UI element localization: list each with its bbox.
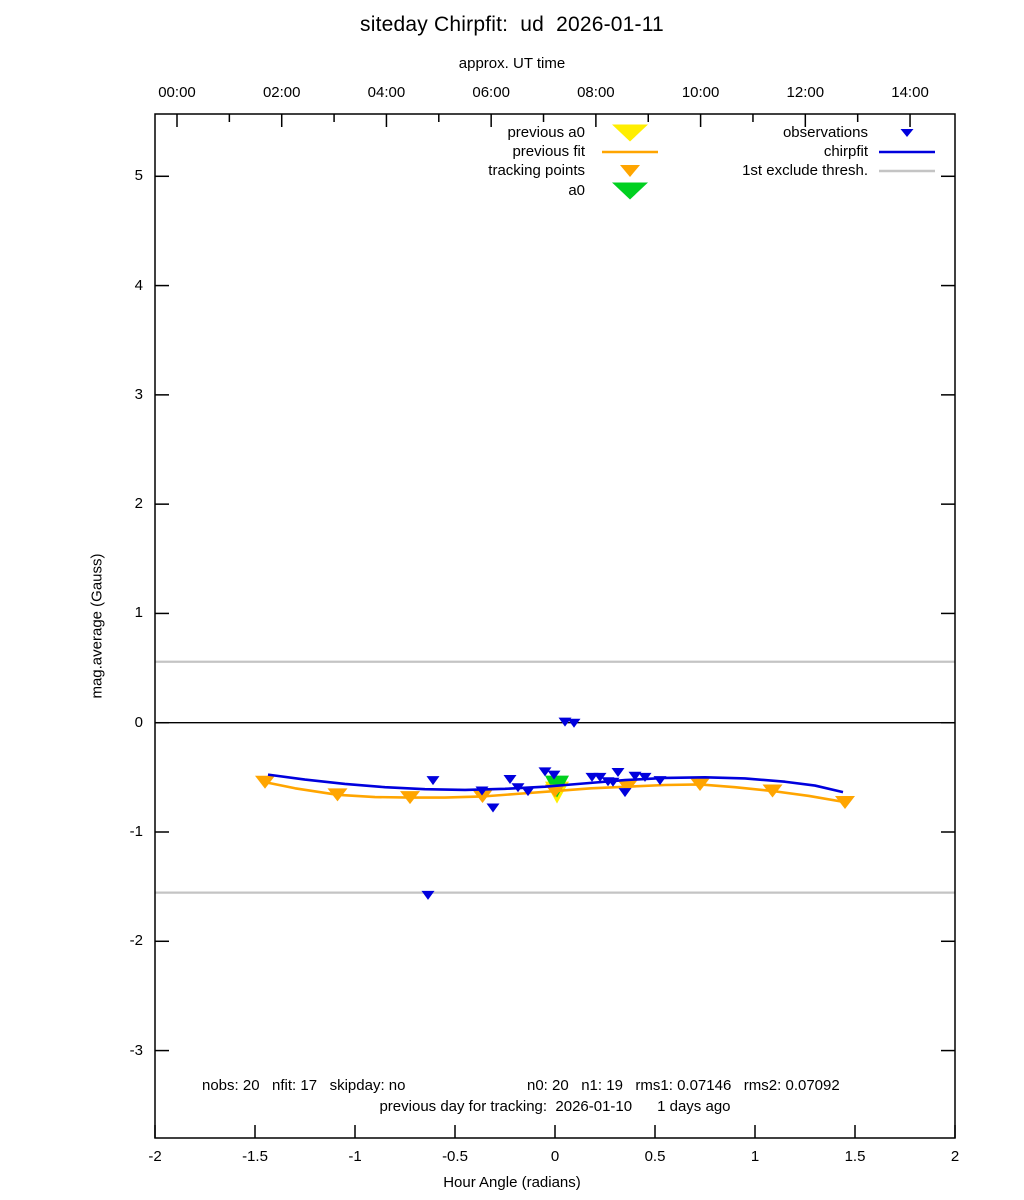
legend-label-observations: observations: [782, 124, 868, 141]
x-axis-title: Hour Angle (radians): [443, 1174, 581, 1191]
stats-line2: previous day for tracking: 2026-01-10 1 …: [379, 1098, 731, 1115]
ut-tick-label: 14:00: [891, 84, 929, 101]
legend-label-chirpfit: chirpfit: [823, 143, 868, 160]
tracking-point: [617, 780, 638, 794]
legend-label-exclude-threshold: 1st exclude thresh.: [742, 162, 868, 179]
observation-point: [421, 890, 435, 900]
legend-label-previous-a0: previous a0: [507, 124, 585, 141]
ut-tick-label: 08:00: [577, 84, 615, 101]
observation-point: [521, 787, 535, 797]
tracking-point: [327, 788, 348, 802]
legend-marker-observations: [900, 129, 914, 137]
tracking-point: [835, 795, 855, 809]
tracking-point: [472, 789, 493, 803]
legend-label-tracking-points: tracking points: [488, 162, 585, 179]
observation-point: [558, 717, 572, 727]
observations-series: [421, 717, 667, 900]
ut-tick-label: 10:00: [681, 84, 720, 101]
observation-point: [628, 771, 642, 781]
y-tick-label: -2: [129, 932, 143, 950]
y-tick-label: 0: [134, 713, 143, 731]
y-tick-label: 5: [134, 167, 143, 185]
chirpfit-line: [267, 773, 844, 794]
legend-marker-a0: [612, 182, 648, 200]
x-tick-label: 2: [950, 1148, 960, 1165]
y-tick-label: 2: [134, 495, 143, 513]
legend-marker-previous-a0: [612, 124, 648, 142]
observation-point: [611, 767, 625, 777]
legend-label-previous-fit: previous fit: [512, 143, 585, 160]
observation-point: [618, 788, 632, 798]
x-tick-label: -2: [148, 1148, 162, 1165]
legend-triangle-sample: [612, 182, 648, 200]
legend-marker-exclude-threshold: [879, 169, 935, 173]
tracking-points-series: [255, 775, 855, 809]
legend-marker-tracking-points: [620, 165, 640, 177]
y-tick-label: -1: [129, 823, 143, 840]
stats-line1-right: n0: 20 n1: 19 rms1: 0.07146 rms2: 0.0709…: [527, 1077, 840, 1094]
x-tick-label: -1.5: [242, 1148, 268, 1165]
y-tick-label: 1: [134, 604, 143, 622]
x-tick-label: 1: [750, 1148, 760, 1165]
tracking-point: [762, 784, 783, 798]
legend-label-a0: a0: [568, 182, 585, 199]
stats-line1-left: nobs: 20 nfit: 17 skipday: no: [202, 1077, 406, 1094]
x-tick-label: -0.5: [442, 1148, 468, 1165]
observation-point: [593, 772, 607, 782]
x-tick-label: -1: [348, 1148, 362, 1165]
observation-point: [538, 767, 552, 777]
tracking-point: [400, 791, 420, 805]
x-tick-label: 0.5: [644, 1148, 666, 1165]
observation-point: [547, 770, 561, 780]
ut-tick-label: 06:00: [472, 84, 510, 101]
observation-point: [475, 786, 489, 796]
observation-point: [606, 777, 620, 787]
ut-tick-label: 04:00: [367, 84, 406, 101]
observation-point: [653, 776, 667, 786]
y-tick-label: 3: [134, 385, 143, 403]
observation-point: [638, 772, 652, 782]
y-tick-label: -3: [129, 1041, 143, 1059]
legend-triangle-sample: [900, 129, 914, 137]
y-tick-label: 4: [134, 276, 143, 294]
observation-point: [486, 803, 500, 813]
tracking-point: [255, 775, 275, 789]
legend-marker-previous-fit: [602, 150, 658, 154]
legend-marker-chirpfit: [879, 150, 935, 154]
observation-point: [426, 776, 440, 786]
chart-title: siteday Chirpfit: ud 2026-01-11: [360, 13, 664, 36]
x-tick-label: 0: [550, 1148, 560, 1165]
tracking-point: [545, 784, 565, 798]
ut-tick-label: 00:00: [158, 84, 196, 101]
observation-point: [511, 783, 525, 793]
observation-point: [503, 775, 517, 785]
observation-point: [567, 718, 581, 728]
legend-triangle-sample: [620, 165, 640, 177]
tracking-point: [690, 777, 710, 791]
x-tick-label: 1.5: [844, 1148, 866, 1165]
ut-tick-label: 02:00: [262, 84, 301, 101]
ut-tick-label: 12:00: [786, 84, 825, 101]
legend-triangle-sample: [612, 124, 648, 142]
top-axis-title: approx. UT time: [458, 55, 566, 72]
y-axis-title: mag.average (Gauss): [88, 553, 106, 699]
